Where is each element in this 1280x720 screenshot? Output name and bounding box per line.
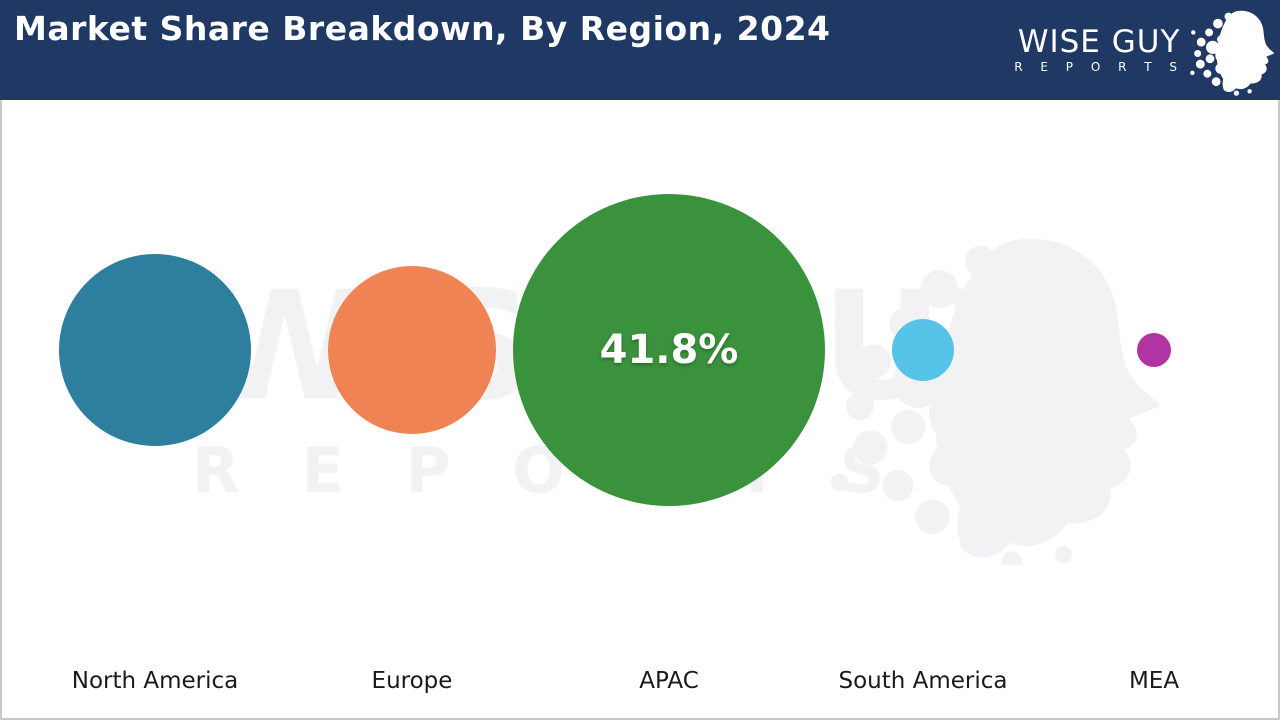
bubble-value-label-apac: 41.8% xyxy=(599,327,739,373)
category-label-south-america: South America xyxy=(838,668,1008,694)
watermark-dotted-head-icon xyxy=(830,238,1161,565)
category-label-mea: MEA xyxy=(1128,668,1180,694)
category-label-north-america: North America xyxy=(71,668,239,694)
page-title: Market Share Breakdown, By Region, 2024 xyxy=(14,9,831,48)
bubble-mea xyxy=(1137,333,1171,367)
chart-area: WISE GUY R E P O R T S 41.8% North Ameri… xyxy=(0,100,1280,720)
bubble-south-america xyxy=(892,319,954,381)
header-bar: Market Share Breakdown, By Region, 2024 … xyxy=(0,0,1280,100)
logo-wordmark: WISE GUY xyxy=(1017,23,1181,60)
bubble-apac: 41.8% xyxy=(513,194,825,506)
dotted-head-icon xyxy=(1190,10,1275,96)
category-label-apac: APAC xyxy=(639,668,699,694)
bubble-europe xyxy=(328,266,496,434)
logo-subtitle: R E P O R T S xyxy=(1014,60,1184,75)
logo-text: WISE GUY R E P O R T S xyxy=(1014,26,1184,75)
bubble-north-america xyxy=(59,254,251,446)
category-label-europe: Europe xyxy=(371,668,453,694)
wise-guy-reports-logo: WISE GUY R E P O R T S xyxy=(1014,3,1276,97)
